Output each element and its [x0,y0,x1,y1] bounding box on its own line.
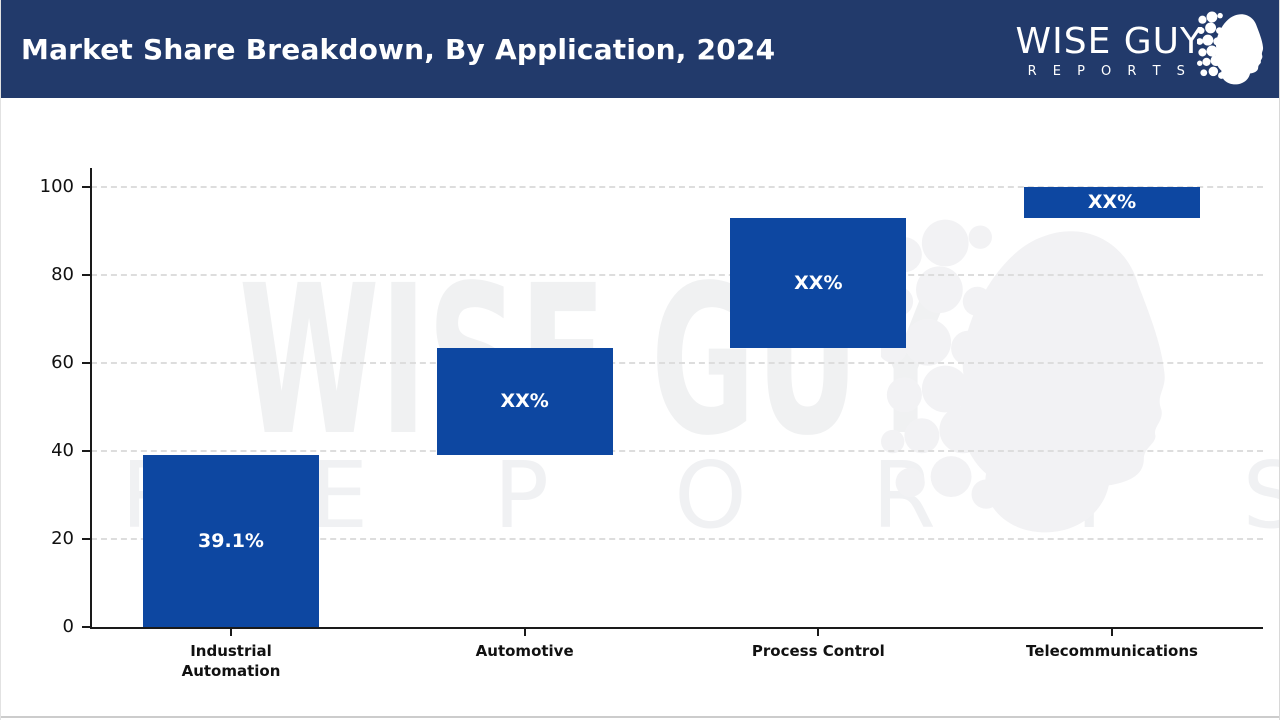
gridline [91,538,1263,540]
y-tick [82,626,91,628]
y-tick-label: 100 [39,176,74,197]
chart-area: WISE GUY R E P O R T S 0 20 40 60 80 100 39.1%… [1,98,1279,720]
x-category-label: Telecommunications [1026,642,1198,660]
y-tick-label: 40 [51,440,74,461]
y-tick-label: 80 [51,264,74,285]
logo-text: WISE GUY R E P O R T S [1015,21,1204,79]
y-tick [82,538,91,540]
watermark-head-icon [881,219,1165,533]
bar-value-label: XX% [794,271,843,294]
y-tick-label: 60 [51,352,74,373]
gridline [91,186,1263,188]
bar: XX% [436,347,613,455]
x-category-label: Industrial Automation [181,642,281,681]
logo-subtitle: R E P O R T S [1027,64,1191,79]
y-tick [82,186,91,188]
bar: XX% [730,217,907,348]
y-axis-spine [90,168,92,629]
x-category-label: Automotive [475,642,574,660]
gridline [91,274,1263,276]
x-tick [230,628,232,636]
header-bar: Market Share Breakdown, By Application, … [1,0,1279,98]
bar-value-label: XX% [500,390,549,413]
y-tick-label: 20 [51,528,74,549]
y-tick [82,362,91,364]
page-title: Market Share Breakdown, By Application, … [21,32,776,66]
gridline [91,362,1263,364]
logo-wordmark: WISE GUY [1015,21,1203,62]
y-tick [82,274,91,276]
y-tick-label: 0 [62,616,74,637]
bar-value-label: 39.1% [198,529,264,552]
brand-logo: WISE GUY R E P O R T S [1016,10,1266,92]
gridline [91,450,1263,452]
x-axis-spine [90,627,1263,629]
bar: XX% [1024,187,1200,218]
x-category-label: Process Control [751,642,885,660]
x-tick [1111,628,1113,636]
bar: 39.1% [143,454,319,627]
logo-head-icon [1197,11,1264,85]
bottom-rule [1,716,1279,718]
x-tick [817,628,820,636]
x-tick [523,628,526,636]
y-tick [82,450,91,452]
bar-value-label: XX% [1087,191,1137,214]
